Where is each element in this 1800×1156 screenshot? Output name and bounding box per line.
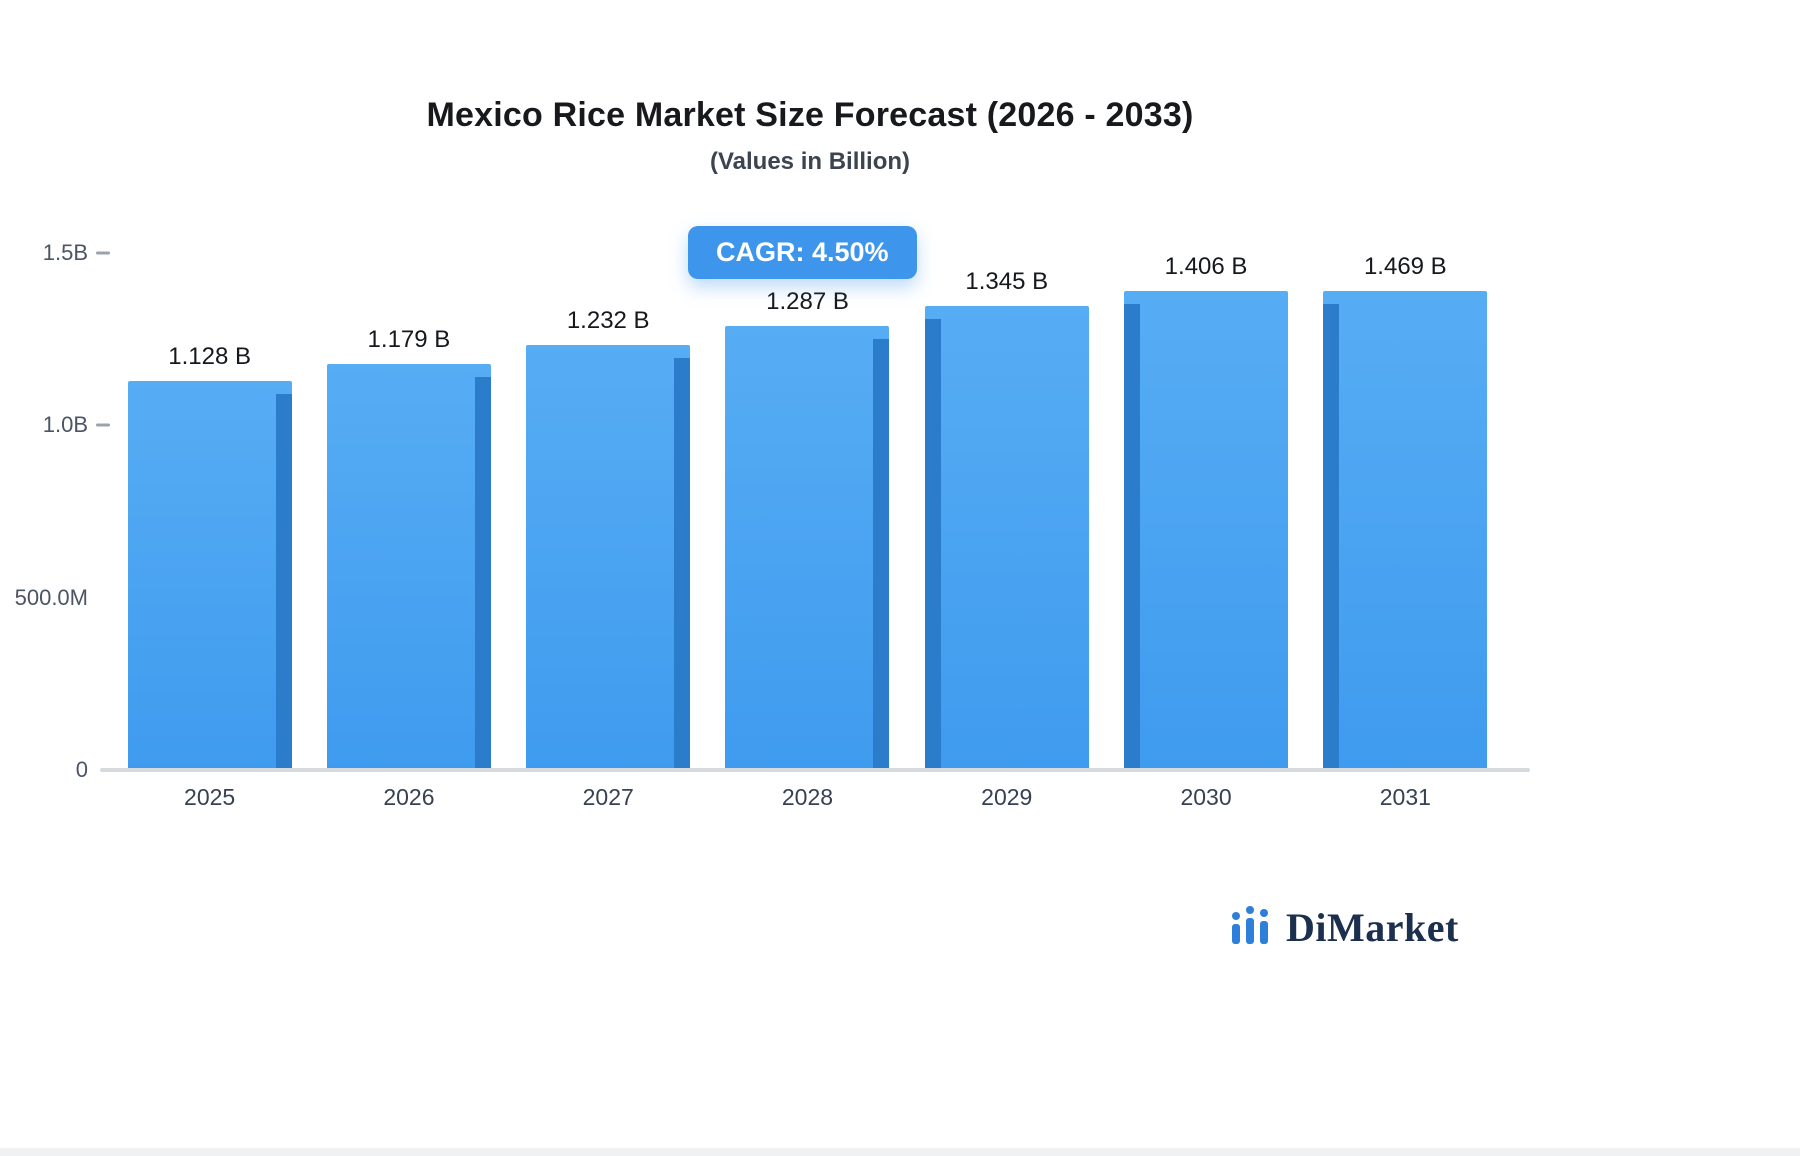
bar-value-label: 1.128 B	[168, 343, 251, 371]
cagr-badge: CAGR: 4.50%	[688, 226, 917, 279]
bar-slot: 1.179 B	[309, 253, 508, 770]
bar-slot: 1.469 B	[1306, 253, 1505, 770]
bar-side-face	[1124, 304, 1141, 770]
chart-subtitle: (Values in Billion)	[709, 148, 911, 175]
x-axis-label: 2025	[184, 784, 236, 810]
bar	[924, 306, 1089, 770]
bar-value-label: 1.406 B	[1164, 253, 1248, 280]
bar-slot: 1.287 B	[708, 253, 907, 770]
bar-value-label: 1.469 B	[1363, 253, 1447, 280]
bar-slot: 1.128 B	[110, 253, 309, 770]
bar	[526, 345, 691, 770]
brand-logo-text: DiMarket	[1286, 905, 1459, 950]
y-tick-label-1-0b: 1.0B	[42, 412, 88, 437]
bar-value-label: 1.287 B	[766, 288, 849, 316]
bar-side-face	[873, 339, 890, 770]
x-axis-label: 2029	[981, 784, 1033, 810]
bar-side-face	[924, 319, 941, 770]
bottom-strip	[0, 1148, 1800, 1156]
bar	[326, 363, 491, 770]
bar-value-label: 1.179 B	[367, 325, 451, 353]
bar-slot: 1.345 B	[907, 253, 1106, 770]
y-tick-label-0: 0	[75, 757, 88, 782]
bar	[127, 381, 292, 770]
bar-chart-icon	[1228, 902, 1274, 953]
bar	[1323, 291, 1488, 770]
bar-value-label: 1.345 B	[965, 268, 1049, 296]
bar-side-face	[674, 358, 691, 770]
x-axis-label: 2027	[582, 784, 634, 810]
bar-side-face	[1323, 304, 1340, 770]
plot-area: 1.128 B 1.179 B 1.232 B 1.287 B 1.345 B …	[110, 253, 1505, 770]
bar-slot: 1.232 B	[509, 253, 708, 770]
x-axis-label: 2026	[383, 784, 435, 810]
y-tick-label-1-5b: 1.5B	[42, 240, 88, 265]
bar	[1124, 291, 1289, 770]
bar-slot: 1.406 B	[1106, 253, 1305, 770]
bar-side-face	[474, 376, 491, 770]
bar-value-label: 1.232 B	[566, 307, 650, 335]
y-tick-mark	[96, 251, 110, 255]
x-axis-label: 2028	[781, 784, 834, 810]
x-axis-row: 2025 2026 2027 2028 2029 2030 2031	[110, 784, 1505, 811]
x-axis-baseline	[100, 768, 1530, 772]
bar	[725, 326, 890, 770]
x-axis-label: 2030	[1180, 784, 1232, 810]
y-tick-label-500m: 500.0M	[14, 585, 88, 610]
brand-logo: DiMarket	[1228, 902, 1459, 953]
x-axis-label: 2031	[1379, 784, 1431, 810]
y-tick-mark	[96, 423, 110, 427]
chart-title: Mexico Rice Market Size Forecast (2026 -…	[426, 96, 1194, 134]
bar-side-face	[275, 394, 292, 770]
